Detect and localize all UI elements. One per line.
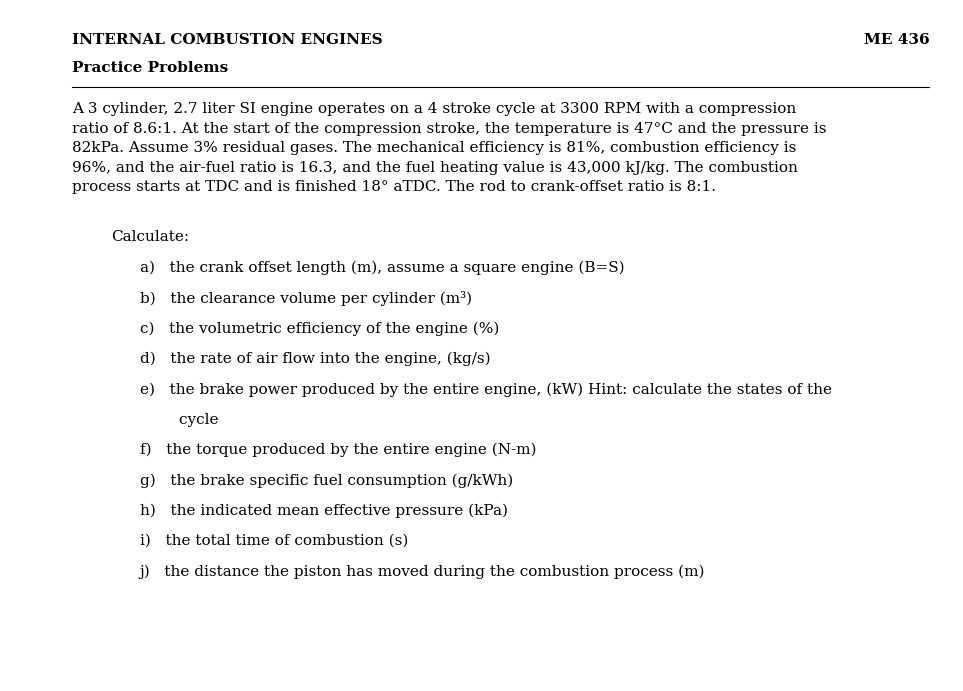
Text: g)   the brake specific fuel consumption (g/kWh): g) the brake specific fuel consumption (… <box>140 473 513 488</box>
Text: b)   the clearance volume per cylinder (m³): b) the clearance volume per cylinder (m³… <box>140 291 472 306</box>
Text: i)   the total time of combustion (s): i) the total time of combustion (s) <box>140 534 408 548</box>
Text: Practice Problems: Practice Problems <box>72 61 228 75</box>
Text: A 3 cylinder, 2.7 liter SI engine operates on a 4 stroke cycle at 3300 RPM with : A 3 cylinder, 2.7 liter SI engine operat… <box>72 102 826 194</box>
Text: a)   the crank offset length (m), assume a square engine (B=S): a) the crank offset length (m), assume a… <box>140 261 624 275</box>
Text: Calculate:: Calculate: <box>111 230 189 244</box>
Text: d)   the rate of air flow into the engine, (kg/s): d) the rate of air flow into the engine,… <box>140 352 490 366</box>
Text: j)   the distance the piston has moved during the combustion process (m): j) the distance the piston has moved dur… <box>140 565 705 579</box>
Text: ME 436: ME 436 <box>864 33 929 47</box>
Text: f)   the torque produced by the entire engine (N-m): f) the torque produced by the entire eng… <box>140 443 536 457</box>
Text: h)   the indicated mean effective pressure (kPa): h) the indicated mean effective pressure… <box>140 504 508 518</box>
Text: e)   the brake power produced by the entire engine, (kW) Hint: calculate the sta: e) the brake power produced by the entir… <box>140 382 832 397</box>
Text: INTERNAL COMBUSTION ENGINES: INTERNAL COMBUSTION ENGINES <box>72 33 383 47</box>
Text: cycle: cycle <box>140 413 219 426</box>
Text: c)   the volumetric efficiency of the engine (%): c) the volumetric efficiency of the engi… <box>140 321 499 336</box>
